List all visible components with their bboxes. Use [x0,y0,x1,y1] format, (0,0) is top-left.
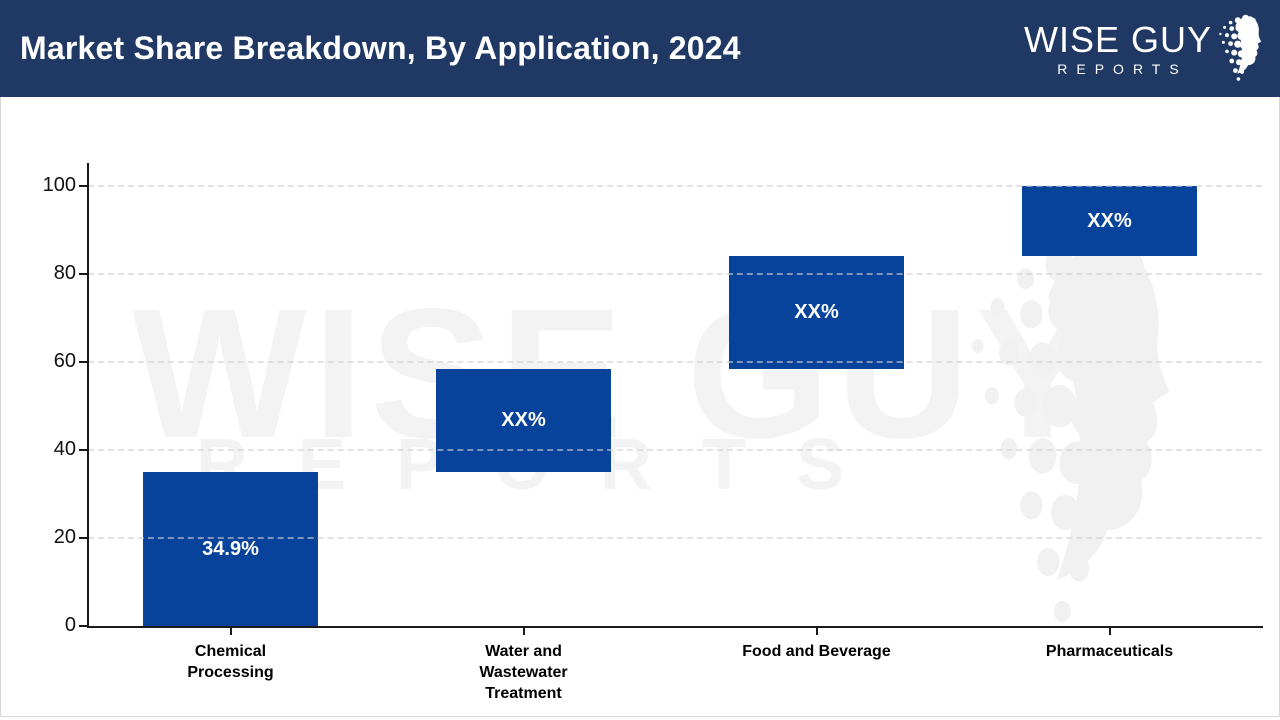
y-tick-mark-80 [79,273,88,275]
bar-value-label-3: XX% [794,300,839,323]
logo-text: WISE GUY REPORTS [1023,18,1212,77]
x-axis-line [87,626,1263,628]
x-tick-mark-3 [815,628,818,635]
bar-4: XX% [1022,186,1197,257]
x-tick-mark-4 [1108,628,1111,635]
y-tick-label-20: 20 [53,526,76,548]
bar-value-label-4: XX% [1087,209,1132,232]
category-label-line: Chemical [194,643,267,660]
category-label-line: Water and [485,643,562,660]
bar-2: XX% [436,368,611,473]
logo-subtitle: REPORTS [1057,60,1188,77]
y-tick-mark-0 [79,625,88,627]
gridline-80 [88,273,1262,275]
bar-value-label-1: 34.9% [202,537,259,560]
logo: WISE GUY REPORTS [1024,10,1266,88]
category-label-line: Treatment [485,685,562,702]
gridline-60 [88,361,1262,363]
category-label-2: Water and Wastewater Treatment [414,641,634,704]
y-tick-mark-60 [79,361,88,363]
y-axis-line [87,163,89,628]
category-label-line: Wastewater [479,664,568,681]
category-label-line: Pharmaceuticals [1045,643,1174,660]
y-tick-mark-40 [79,449,88,451]
gridline-20 [88,537,1262,539]
y-tick-label-80: 80 [53,262,76,284]
y-tick-label-100: 100 [42,174,76,196]
header-bar: Market Share Breakdown, By Application, … [0,0,1280,97]
category-label-3: Food and Beverage [707,641,927,662]
category-label-4: Pharmaceuticals [1000,641,1220,662]
y-tick-label-60: 60 [53,350,76,372]
category-label-line: Processing [187,664,274,681]
y-tick-mark-100 [79,185,88,187]
category-label-line: Food and Beverage [742,643,891,660]
x-tick-mark-1 [229,628,232,635]
bar-value-label-2: XX% [501,409,546,431]
gridline-100 [88,185,1262,187]
x-tick-mark-2 [522,628,525,635]
logo-wordmark: WISE GUY [1023,18,1212,60]
watermark-head-icon [972,232,1170,623]
category-label-1: Chemical Processing [121,641,341,683]
gridline-40 [88,449,1262,451]
bar-3: XX% [729,256,904,369]
y-tick-label-0: 0 [64,614,76,636]
watermark-wordmark: WISE GUY [132,271,1106,477]
bar-1: 34.9% [143,472,318,626]
y-tick-mark-20 [79,537,88,539]
y-tick-label-40: 40 [53,438,76,460]
chart-title: Market Share Breakdown, By Application, … [20,30,741,66]
logo-head-icon [1219,14,1262,81]
